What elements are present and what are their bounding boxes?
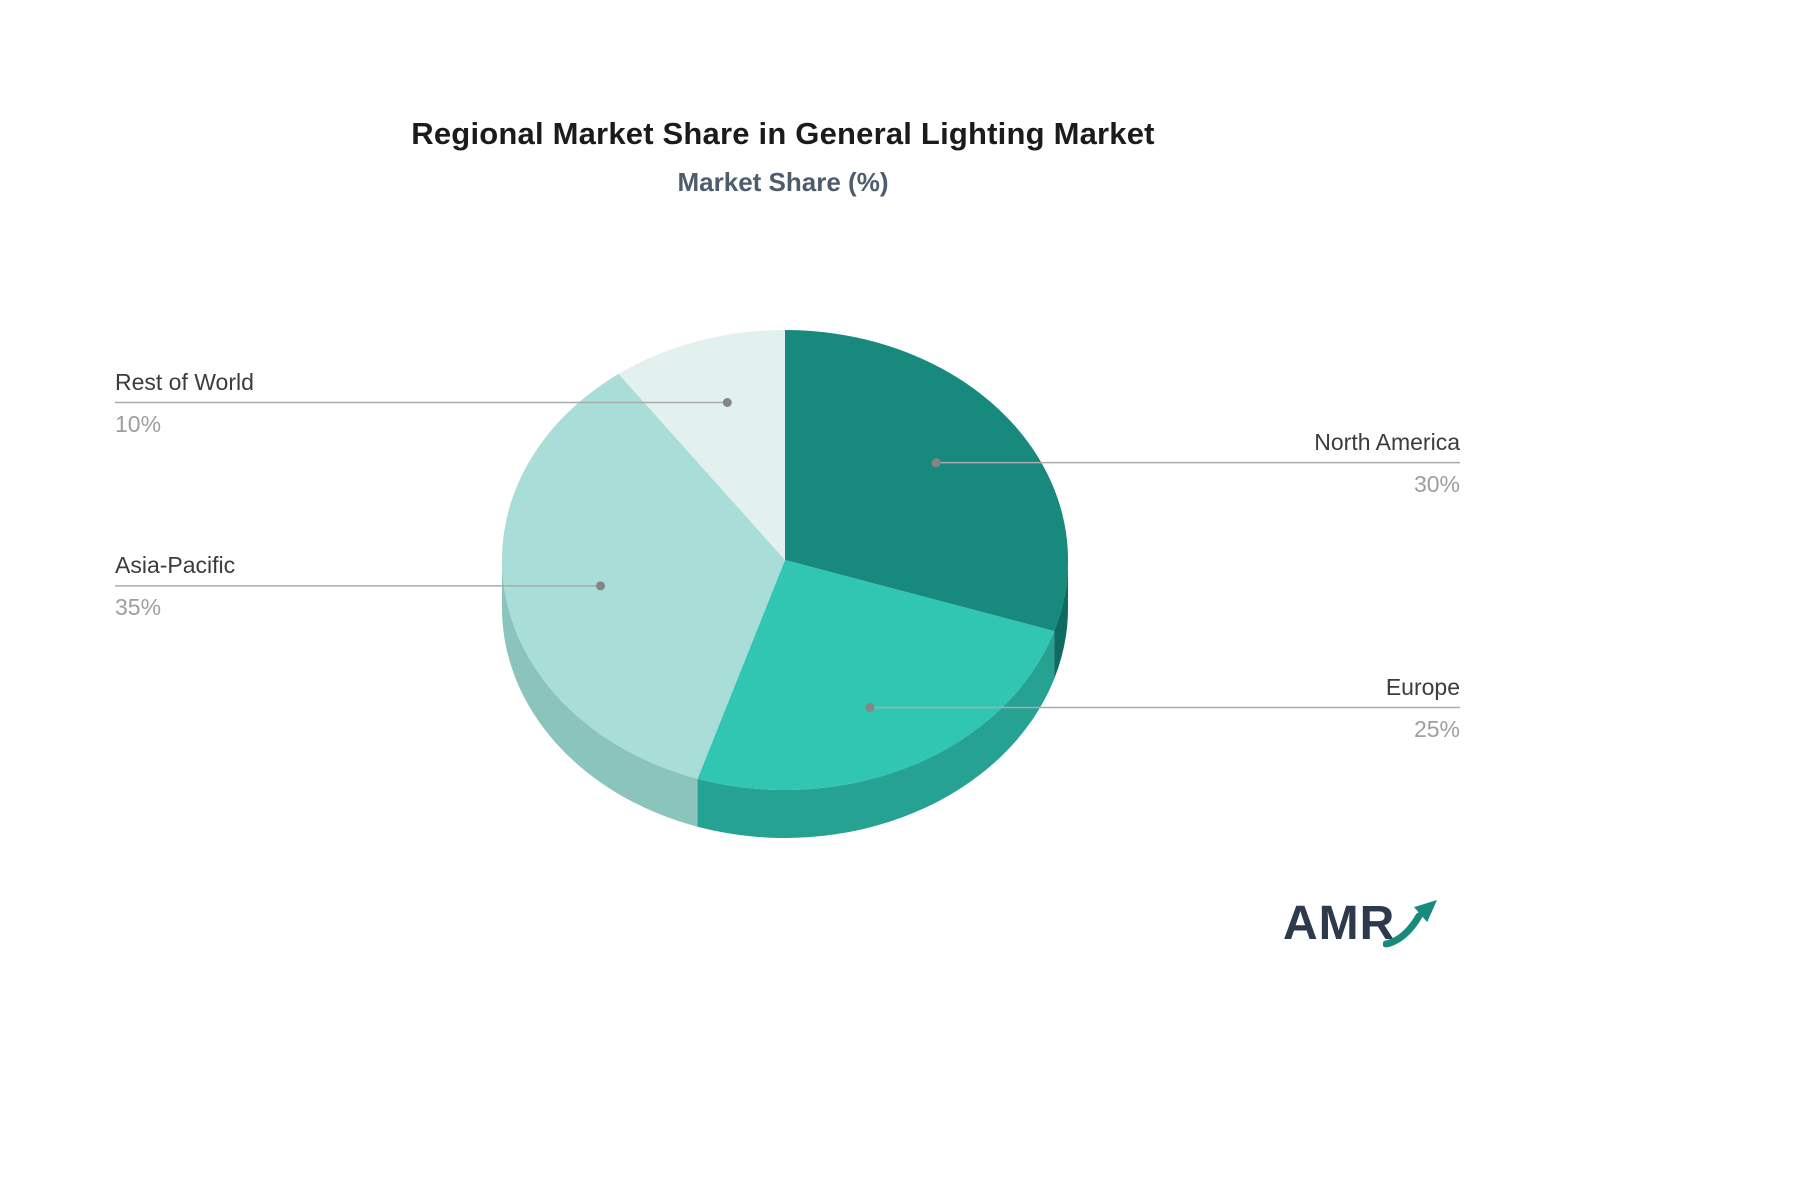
slice-label-north-america: North America 30% bbox=[1040, 427, 1460, 499]
chart-title: Regional Market Share in General Lightin… bbox=[411, 116, 1155, 151]
slice-name: Asia-Pacific bbox=[115, 551, 236, 578]
amr-logo-arrow-icon bbox=[1383, 900, 1437, 948]
amr-logo: AMR bbox=[1283, 896, 1473, 966]
slice-label-europe: Europe 25% bbox=[1040, 672, 1460, 744]
slice-percentage: 35% bbox=[115, 593, 162, 620]
amr-logo-text: AMR bbox=[1283, 897, 1396, 950]
slice-percentage: 25% bbox=[1413, 715, 1460, 742]
slice-name: Europe bbox=[1385, 673, 1460, 700]
slice-percentage: 10% bbox=[115, 410, 162, 437]
slice-percentage: 30% bbox=[1413, 470, 1460, 497]
slice-label-rest-of-world: Rest of World 10% bbox=[115, 367, 535, 439]
slice-label-asia-pacific: Asia-Pacific 35% bbox=[115, 550, 535, 622]
chart-subtitle: Market Share (%) bbox=[677, 167, 889, 197]
slice-name: North America bbox=[1314, 428, 1460, 455]
slice-name: Rest of World bbox=[115, 368, 254, 395]
